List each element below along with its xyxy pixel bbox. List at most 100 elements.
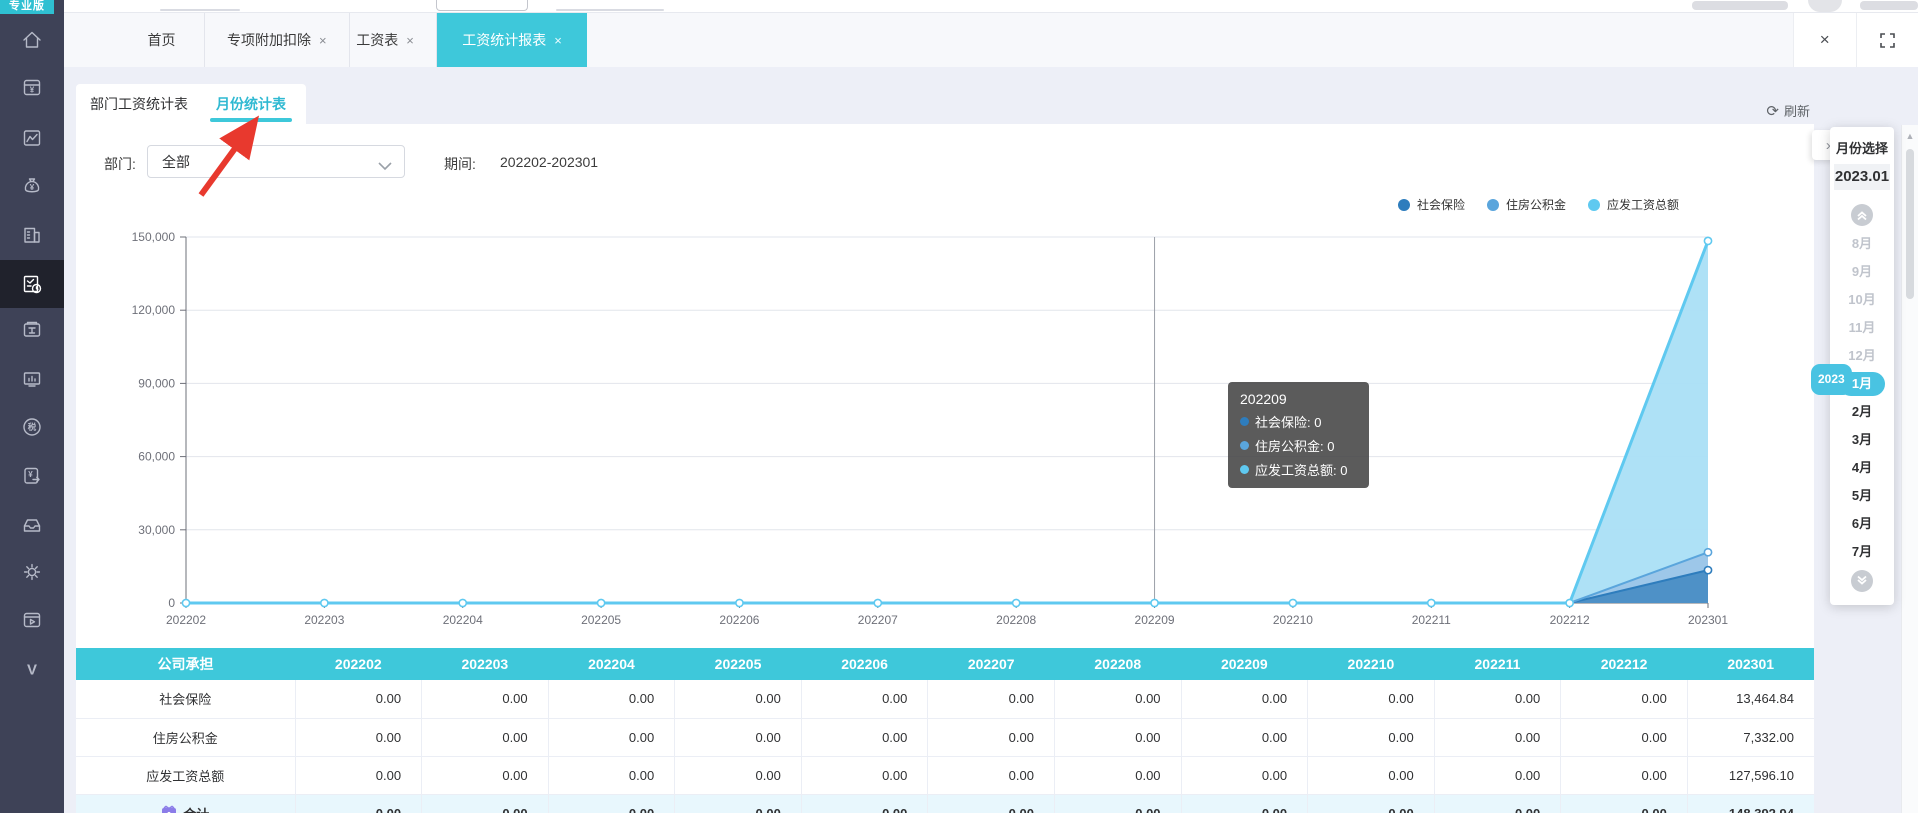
legend-item-应发工资总额[interactable]: 应发工资总额 xyxy=(1588,196,1679,213)
x-axis-tick-label: 202301 xyxy=(1688,613,1728,625)
refresh-button[interactable]: ⟳ 刷新 xyxy=(1766,101,1810,120)
header-link-partial[interactable] xyxy=(1860,1,1918,10)
sidebar-item-salary-report[interactable] xyxy=(0,260,64,308)
sidebar-item-tax[interactable]: 税 xyxy=(0,403,64,451)
tab-首页[interactable]: 首页 xyxy=(119,13,205,67)
month-item-5月[interactable]: 5月 xyxy=(1830,482,1894,510)
month-item-4月[interactable]: 4月 xyxy=(1830,454,1894,482)
data-point-marker[interactable] xyxy=(1011,598,1021,608)
table-row[interactable]: 社会保险 0.00 0.00 0.00 0.00 0.00 0.00 0.00 0.00 0.00… xyxy=(76,680,1814,719)
refresh-icon: ⟳ xyxy=(1766,102,1779,120)
legend-item-社会保险[interactable]: 社会保险 xyxy=(1398,196,1465,213)
subtab-月份统计表[interactable]: 月份统计表 xyxy=(202,84,300,124)
legend-marker-icon xyxy=(1398,198,1410,211)
fullscreen-icon[interactable] xyxy=(1855,13,1918,67)
sidebar: 专业版 ¥ ¥ 税 ¥ V xyxy=(0,0,64,813)
table-header-cell: 202205 xyxy=(674,648,802,680)
table-value-cell: 0.00 xyxy=(1307,756,1435,795)
sidebar-item-inbox[interactable] xyxy=(0,501,64,549)
data-point-marker[interactable] xyxy=(181,598,191,608)
assets-icon xyxy=(23,372,41,387)
scroll-up-months-button[interactable] xyxy=(1851,204,1873,226)
sidebar-item-home[interactable] xyxy=(0,16,64,64)
dept-select-value: 全部 xyxy=(162,153,190,170)
tab-close-icon[interactable]: × xyxy=(406,32,414,48)
table-header-cell: 202204 xyxy=(548,648,675,680)
month-item-12月[interactable]: 12月 xyxy=(1830,342,1894,370)
scroll-down-months-button[interactable] xyxy=(1851,570,1873,592)
table-row[interactable]: 应发工资总额 0.00 0.00 0.00 0.00 0.00 0.00 0.00 0.00 0.… xyxy=(76,756,1814,795)
voucher-icon: ¥ xyxy=(23,79,41,96)
current-period: 2023.01 xyxy=(1834,164,1890,190)
month-item-6月[interactable]: 6月 xyxy=(1830,510,1894,538)
data-point-marker[interactable] xyxy=(1426,598,1436,608)
month-item-10月[interactable]: 10月 xyxy=(1830,286,1894,314)
tab-工资表[interactable]: 工资表 × xyxy=(334,13,437,67)
data-point-marker[interactable] xyxy=(1703,565,1713,575)
tab-专项附加扣除[interactable]: 专项附加扣除 × xyxy=(205,13,350,67)
sidebar-item-assets[interactable] xyxy=(0,355,64,403)
header-button-partial[interactable] xyxy=(436,0,528,11)
avatar[interactable] xyxy=(1808,0,1842,12)
table-total-row[interactable]: 合计0.000.000.000.000.000.000.000.000.000.… xyxy=(76,794,1814,813)
table-value-cell: 0.00 xyxy=(548,756,676,795)
vertical-scrollbar[interactable]: ▲ xyxy=(1901,125,1918,813)
data-point-marker[interactable] xyxy=(735,598,744,608)
data-point-marker[interactable] xyxy=(458,598,468,608)
data-point-marker[interactable] xyxy=(1288,598,1298,608)
table-header-cell: 202202 xyxy=(295,648,422,680)
dept-filter-label: 部门: xyxy=(104,156,136,172)
scrollbar-thumb[interactable] xyxy=(1906,149,1914,299)
x-axis-tick-label: 202202 xyxy=(166,613,206,625)
month-item-11月[interactable]: 11月 xyxy=(1830,314,1894,342)
line-应发工资总额 xyxy=(186,240,1710,605)
month-item-7月[interactable]: 7月 xyxy=(1830,538,1894,566)
sidebar-item-settings[interactable] xyxy=(0,548,64,596)
x-axis-tick-label: 202209 xyxy=(1135,613,1175,625)
data-point-marker[interactable] xyxy=(873,598,883,608)
month-item-3月[interactable]: 3月 xyxy=(1830,426,1894,454)
sidebar-item-export[interactable]: ¥ xyxy=(0,452,64,500)
subtab-部门工资统计表[interactable]: 部门工资统计表 xyxy=(90,96,188,112)
header-link-partial[interactable] xyxy=(1692,1,1788,10)
month-item-9月[interactable]: 9月 xyxy=(1830,258,1894,286)
chart-legend: 社会保险 住房公积金 应发工资总额 xyxy=(1398,196,1679,213)
data-point-marker[interactable] xyxy=(1703,547,1713,557)
dept-select[interactable]: 全部 xyxy=(147,145,405,178)
total-row-label-cell: 合计 xyxy=(76,794,296,813)
table-value-cell: 0.00 xyxy=(548,718,676,757)
data-point-marker[interactable] xyxy=(319,598,329,608)
table-value-cell: 0.00 xyxy=(1181,794,1309,813)
table-value-cell: 0.00 xyxy=(927,794,1055,813)
sidebar-item-tutorial[interactable] xyxy=(0,596,64,644)
month-item-1月[interactable]: 2023 1月 xyxy=(1811,364,1894,398)
sidebar-item-company[interactable] xyxy=(0,211,64,259)
tooltip-row-text: 社会保险: 0 xyxy=(1255,415,1322,430)
home-icon xyxy=(23,31,41,48)
table-value-cell: 0.00 xyxy=(927,718,1055,757)
scrollbar-up-icon[interactable]: ▲ xyxy=(1905,131,1915,141)
data-point-marker[interactable] xyxy=(1703,236,1713,246)
sidebar-item-reports[interactable] xyxy=(0,114,64,162)
data-point-marker[interactable] xyxy=(1565,598,1575,608)
settings-icon xyxy=(23,563,41,581)
data-point-marker[interactable] xyxy=(596,598,606,608)
table-value-cell: 0.00 xyxy=(1560,718,1688,757)
data-point-marker[interactable] xyxy=(1150,598,1159,608)
sidebar-item-voucher[interactable]: ¥ xyxy=(0,64,64,112)
sidebar-item-invoice-print[interactable] xyxy=(0,306,64,354)
legend-item-住房公积金[interactable]: 住房公积金 xyxy=(1487,196,1566,213)
table-value-cell: 0.00 xyxy=(801,756,929,795)
row-label: 社会保险 xyxy=(76,680,296,719)
sidebar-item-logo-v[interactable]: V xyxy=(0,645,64,693)
tab-工资统计报表[interactable]: 工资统计报表 × xyxy=(437,13,587,67)
month-item-2月[interactable]: 2月 xyxy=(1830,398,1894,426)
tooltip-series-dot xyxy=(1240,417,1249,426)
tooltip-row-text: 住房公积金: 0 xyxy=(1255,439,1335,454)
tab-close-icon[interactable]: × xyxy=(319,32,327,48)
table-row[interactable]: 住房公积金 0.00 0.00 0.00 0.00 0.00 0.00 0.00 0.00 0.0… xyxy=(76,718,1814,757)
sidebar-item-funds[interactable]: ¥ xyxy=(0,162,64,210)
close-tab-icon[interactable]: × xyxy=(1793,13,1856,67)
tab-close-icon[interactable]: × xyxy=(554,32,562,48)
month-item-8月[interactable]: 8月 xyxy=(1830,230,1894,258)
